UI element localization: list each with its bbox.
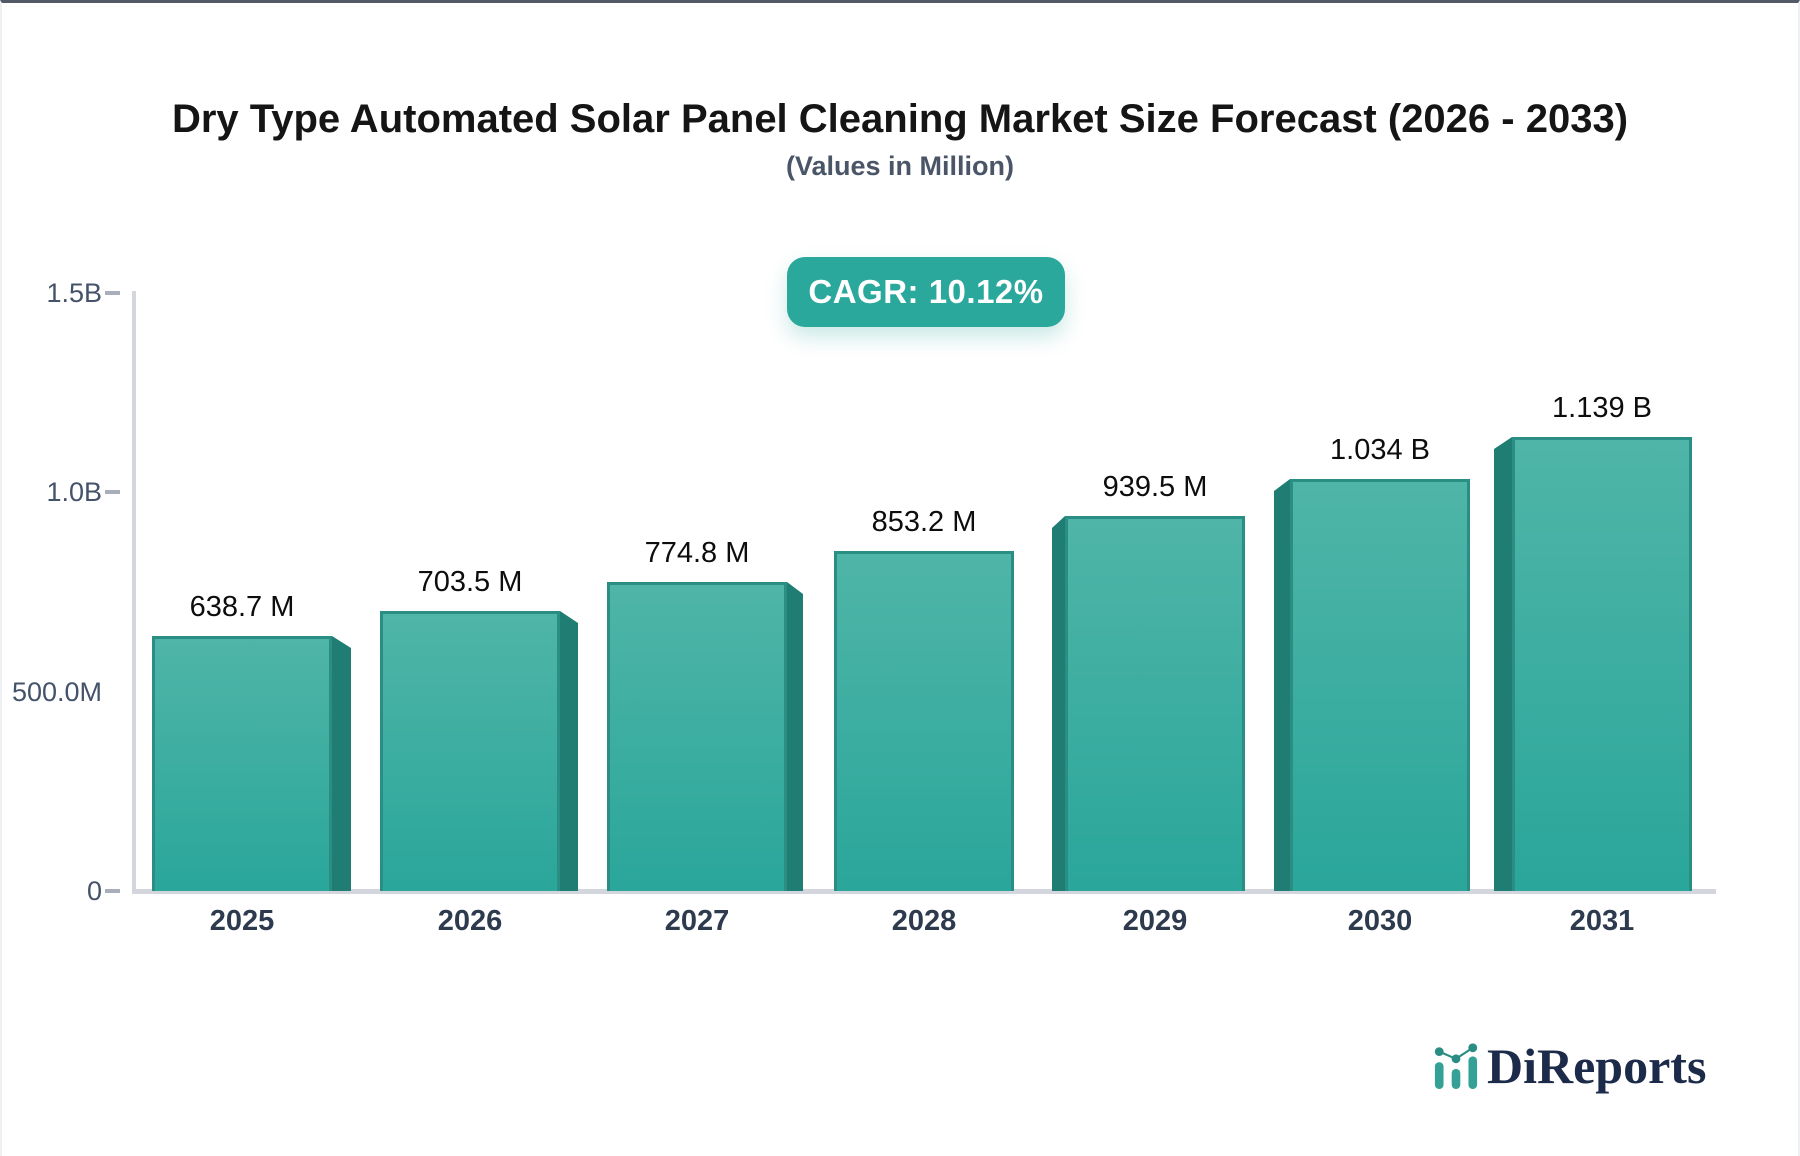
direports-logo: DiReports	[1432, 1041, 1706, 1091]
bar-value-label-2031: 1.139 B	[1552, 392, 1652, 424]
logo-brand-text: DiReports	[1487, 1038, 1707, 1094]
x-axis-tick-label-2030: 2030	[1347, 905, 1413, 937]
bar-side-face-2030	[1274, 479, 1290, 891]
bar-side-face-2031	[1494, 437, 1512, 891]
y-axis-tick-label-500.0M: 500.0M	[11, 677, 102, 707]
y-axis-tick-mark-0	[105, 889, 120, 893]
y-axis-tick-mark-1.0B	[105, 490, 120, 494]
x-axis-tick-label-2027: 2027	[664, 905, 730, 937]
chart-subtitle: (Values in Million)	[785, 151, 1015, 181]
bar-2026	[380, 611, 560, 891]
cagr-badge: CAGR: 10.12%	[787, 257, 1065, 327]
bar-2030	[1290, 479, 1470, 891]
x-axis-tick-label-2026: 2026	[437, 905, 503, 937]
y-axis-tick-mark-1.5B	[105, 291, 120, 295]
bar-side-face-2025	[332, 636, 351, 891]
bar-value-label-2026: 703.5 M	[417, 566, 523, 598]
y-axis-tick-label-1.0B: 1.0B	[46, 477, 102, 507]
bar-value-label-2029: 939.5 M	[1102, 471, 1208, 503]
bar-2027	[607, 582, 787, 891]
bar-side-face-2026	[560, 611, 578, 891]
bar-value-label-2030: 1.034 B	[1330, 434, 1430, 466]
bar-2031	[1512, 437, 1692, 891]
mini-bar-line-chart-icon	[1434, 1043, 1478, 1089]
y-axis-tick-label-0: 0	[86, 876, 102, 906]
bar-side-face-2029	[1052, 516, 1065, 891]
bar-side-face-2027	[787, 582, 803, 891]
y-axis-line	[132, 291, 136, 891]
bar-2025	[152, 636, 332, 891]
x-axis-tick-label-2031: 2031	[1569, 905, 1635, 937]
x-axis-tick-label-2025: 2025	[209, 905, 275, 937]
x-axis-tick-label-2028: 2028	[891, 905, 957, 937]
plot-area: 1.5B 1.0B 500.0M 0 638.7 M 703.5 M 774.8 M 853…	[2, 3, 1798, 1156]
chart-title: Dry Type Automated Solar Panel Cleaning …	[171, 97, 1629, 141]
y-axis-tick-label-1.5B: 1.5B	[46, 278, 102, 308]
x-axis-tick-label-2029: 2029	[1122, 905, 1188, 937]
x-axis-baseline	[132, 889, 1716, 894]
bar-2029	[1065, 516, 1245, 891]
bar-value-label-2028: 853.2 M	[871, 506, 977, 538]
bar-value-label-2027: 774.8 M	[644, 537, 750, 569]
bar-value-label-2025: 638.7 M	[189, 591, 295, 623]
bar-2028	[834, 551, 1014, 891]
